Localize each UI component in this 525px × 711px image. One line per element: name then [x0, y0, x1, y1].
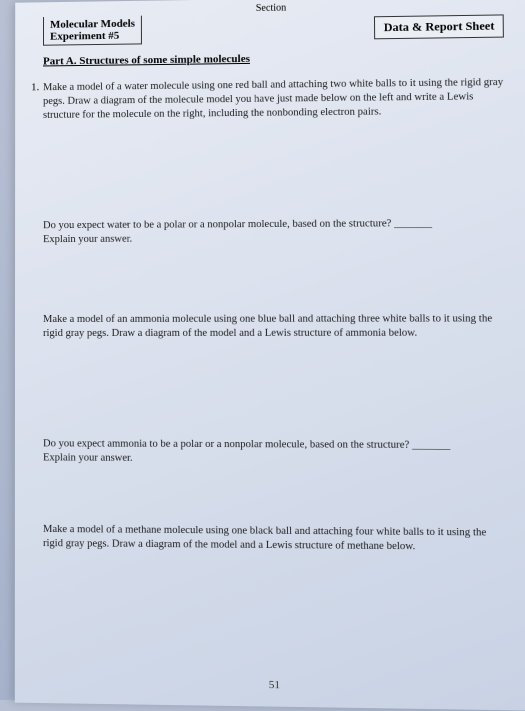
report-sheet-box: Data & Report Sheet	[374, 14, 504, 39]
water-instructions: Make a model of a water molecule using o…	[43, 76, 505, 124]
water-explain-area	[43, 253, 507, 313]
ammonia-explain: Explain your answer.	[43, 452, 508, 469]
title-line-1: Molecular Models	[50, 18, 135, 31]
ammonia-explain-area	[43, 474, 509, 526]
ammonia-instructions: Make a model of an ammonia molecule usin…	[43, 312, 507, 341]
water-polar-text: Do you expect water to be a polar or a n…	[43, 218, 391, 231]
page-number: 51	[269, 679, 280, 691]
header-row: Molecular Models Experiment #5 Data & Re…	[43, 10, 504, 47]
part-a-title: Part A. Structures of some simple molecu…	[43, 50, 504, 68]
title-line-2: Experiment #5	[50, 30, 135, 43]
water-explain: Explain your answer.	[43, 230, 506, 246]
question-number: 1.	[31, 81, 39, 93]
methane-instructions: Make a model of a methane molecule using…	[43, 522, 509, 555]
title-box: Molecular Models Experiment #5	[43, 16, 142, 46]
ammonia-drawing-area	[43, 349, 508, 439]
water-drawing-area	[43, 127, 506, 219]
worksheet-page: Section Molecular Models Experiment #5 D…	[15, 0, 525, 711]
ammonia-polar-text: Do you expect ammonia to be a polar or a…	[43, 438, 409, 451]
question-1: 1. Make a model of a water molecule usin…	[43, 76, 505, 124]
